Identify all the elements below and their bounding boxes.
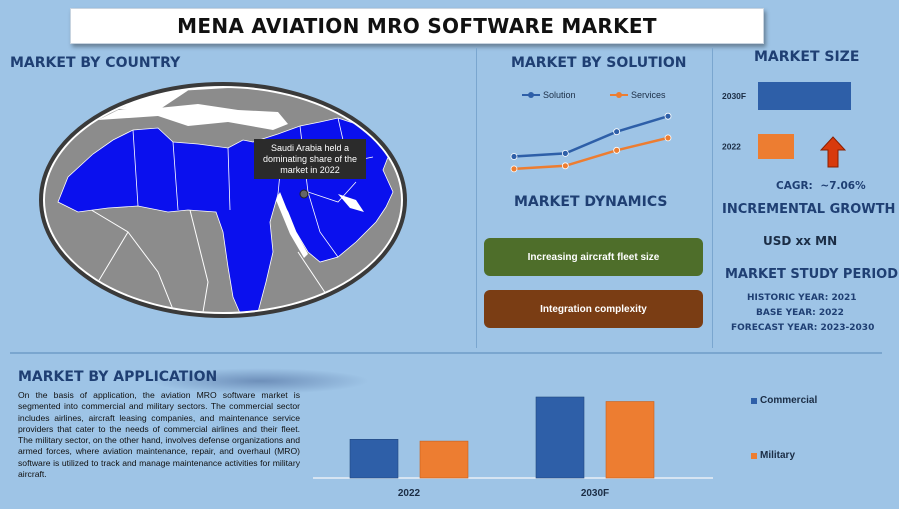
size-bar-2030f [758,82,851,110]
series-line-services [513,136,669,171]
study-heading: MARKET STUDY PERIOD [725,267,899,282]
legend-marker-solution [528,92,534,98]
point-solution-3 [664,112,672,120]
bar-commercial-2030f [535,396,585,479]
saudi-marker [299,189,309,199]
bar-military-2030f [605,401,655,479]
legend-commercial-label: Commercial [760,395,818,406]
point-services-0 [510,165,518,173]
legend-military: Military [751,450,795,461]
borders-gray [77,201,339,312]
challenge-pill: Integration complexity [484,290,703,328]
divider-left [476,48,477,348]
tick-label-2022: 2022 [398,488,421,499]
dynamics-heading: MARKET DYNAMICS [514,194,668,210]
incremental-heading: INCREMENTAL GROWTH [722,202,896,217]
callout-text: Saudi Arabia held a dominating share of … [262,142,358,175]
bar-military-2022 [419,440,469,479]
market-size-chart: 2030F 2022 [722,82,851,159]
tick-label-2030f: 2030F [581,488,609,499]
country-heading: MARKET BY COUNTRY [10,55,181,71]
cagr-label: CAGR: [776,180,813,192]
forecast-year: FORECAST YEAR: 2023-2030 [731,323,875,333]
historic-year: HISTORIC YEAR: 2021 [747,293,857,303]
legend-commercial: Commercial [751,395,817,406]
solution-line-chart: Solution Services [510,90,672,173]
solution-heading: MARKET BY SOLUTION [511,55,687,71]
legend-label-solution: Solution [543,90,576,100]
size-label-2030f: 2030F [722,91,746,101]
legend-military-swatch [751,452,757,459]
point-services-2 [613,146,621,154]
legend-military-label: Military [760,450,796,461]
cagr-value: ~7.06% [820,180,866,192]
cagr-line: CAGR: ~7.06% [776,180,866,192]
application-heading: MARKET BY APPLICATION [18,369,218,385]
size-heading: MARKET SIZE [754,49,860,65]
divider-right [712,48,713,348]
base-year: BASE YEAR: 2022 [756,308,844,318]
page-title: MENA AVIATION MRO SOFTWARE MARKET [177,14,657,38]
bar-commercial-2022 [349,439,399,479]
divider-horizontal [10,352,882,354]
series-line-solution [513,115,669,158]
incremental-value: USD xx MN [763,234,838,248]
legend-marker-services [616,92,622,98]
size-bar-2022 [758,134,794,159]
application-heading-shadow [150,368,370,394]
legend-commercial-swatch [751,397,757,404]
challenge-label: Integration complexity [540,303,647,315]
point-solution-0 [510,153,518,160]
map-callout: Saudi Arabia held a dominating share of … [254,139,366,179]
red-sea [276,192,308,258]
point-services-1 [561,162,569,170]
point-solution-2 [613,128,621,136]
driver-label: Increasing aircraft fleet size [527,251,660,263]
gulf [338,194,364,212]
med-sea [98,104,288,130]
size-label-2022: 2022 [722,142,741,152]
application-text: On the basis of application, the aviatio… [18,390,300,480]
application-bar-chart: 2022 2030F [313,396,713,499]
mena-map [39,82,407,318]
title-banner: MENA AVIATION MRO SOFTWARE MARKET [70,8,764,44]
point-solution-1 [561,150,569,157]
legend-label-services: Services [631,90,666,100]
point-services-3 [664,134,672,142]
driver-pill: Increasing aircraft fleet size [484,238,703,276]
arrow-up-icon [820,136,846,168]
